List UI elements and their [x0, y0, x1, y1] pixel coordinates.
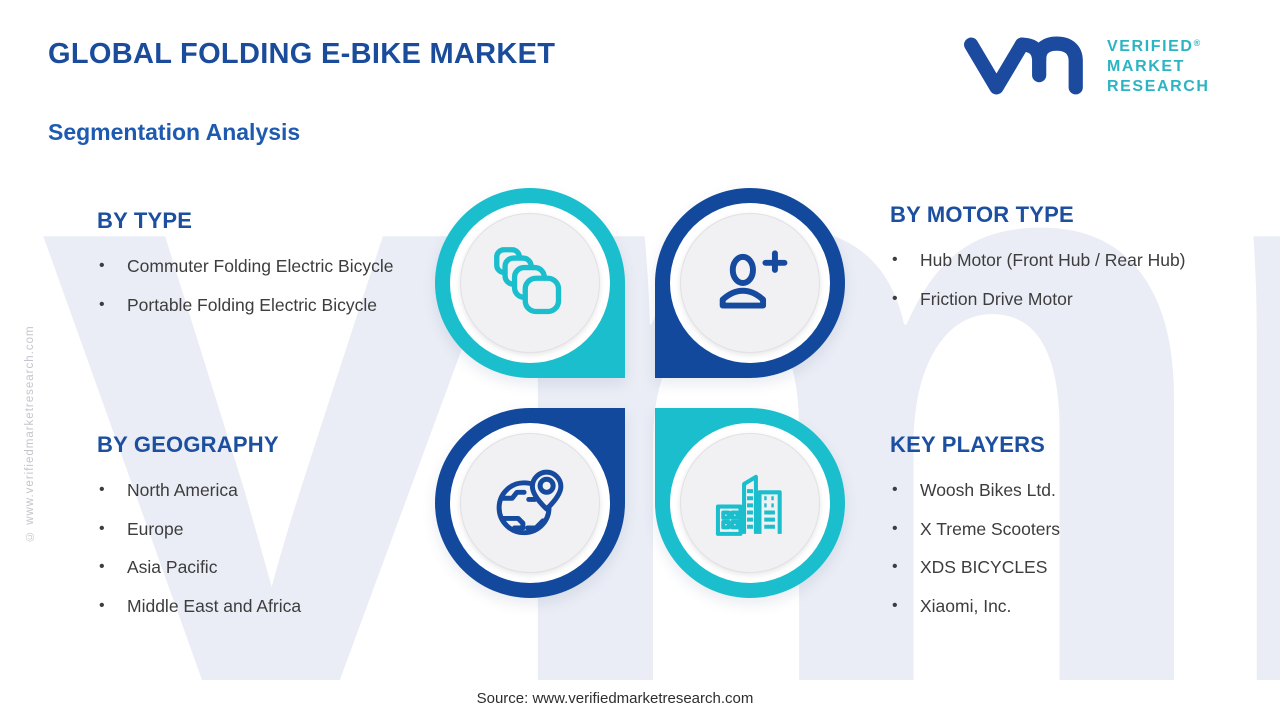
segment-circle-by-geography [435, 408, 625, 598]
list-item: Xiaomi, Inc. [890, 587, 1220, 626]
logo-line-market: MARKET [1107, 58, 1186, 75]
logo-line-verified: VERIFIED [1107, 38, 1194, 55]
copy-stack-icon [494, 247, 562, 315]
section-list: North America Europe Asia Pacific Middle… [97, 471, 417, 625]
buildings-icon [715, 474, 782, 536]
list-item: Friction Drive Motor [890, 280, 1220, 319]
circle-disc-core [460, 213, 600, 353]
section-by-type: BY TYPE Commuter Folding Electric Bicycl… [97, 208, 397, 324]
list-item: Woosh Bikes Ltd. [890, 471, 1220, 510]
logo-line-research: RESEARCH [1107, 78, 1210, 95]
section-list: Woosh Bikes Ltd. X Treme Scooters XDS BI… [890, 471, 1220, 625]
section-by-motor-type: BY MOTOR TYPE Hub Motor (Front Hub / Rea… [890, 202, 1220, 318]
segment-circle-by-motor-type [655, 188, 845, 378]
list-item: North America [97, 471, 417, 510]
circle-disc-core [460, 433, 600, 573]
section-title: BY GEOGRAPHY [97, 432, 279, 457]
vmr-logo: VERIFIED® MARKET RESEARCH [962, 34, 1210, 98]
section-key-players: KEY PLAYERS Woosh Bikes Ltd. X Treme Sco… [890, 432, 1220, 625]
user-plus-icon [719, 250, 788, 309]
list-item: Hub Motor (Front Hub / Rear Hub) [890, 241, 1220, 280]
section-list: Commuter Folding Electric Bicycle Portab… [97, 247, 397, 324]
vmr-logo-text: VERIFIED® MARKET RESEARCH [1107, 34, 1210, 97]
section-by-geography: BY GEOGRAPHY North America Europe Asia P… [97, 432, 417, 625]
page-subtitle: Segmentation Analysis [48, 119, 301, 145]
list-item: Portable Folding Electric Bicycle [97, 286, 397, 325]
list-item: Commuter Folding Electric Bicycle [97, 247, 397, 286]
segment-circle-by-type [435, 188, 625, 378]
list-item: Middle East and Africa [97, 587, 417, 626]
section-title: BY TYPE [97, 208, 193, 233]
segment-circle-key-players [655, 408, 845, 598]
globe-pin-icon [496, 469, 564, 536]
list-item: Asia Pacific [97, 548, 417, 587]
segment-circle-cluster [435, 188, 845, 598]
source-note: Source: www.verifiedmarketresearch.com [476, 690, 754, 707]
list-item: XDS BICYCLES [890, 548, 1220, 587]
copyright-side-note: © www.verifiedmarketresearch.com [24, 325, 36, 542]
list-item: Europe [97, 510, 417, 549]
vmr-logo-glyph-icon [964, 36, 1083, 95]
registered-mark: ® [1193, 38, 1201, 48]
section-title: BY MOTOR TYPE [890, 202, 1074, 227]
circle-disc-core [680, 433, 820, 573]
list-item: X Treme Scooters [890, 510, 1220, 549]
section-title: KEY PLAYERS [890, 432, 1046, 457]
section-list: Hub Motor (Front Hub / Rear Hub) Frictio… [890, 241, 1220, 318]
page-title: GLOBAL FOLDING E-BIKE MARKET [48, 38, 556, 70]
